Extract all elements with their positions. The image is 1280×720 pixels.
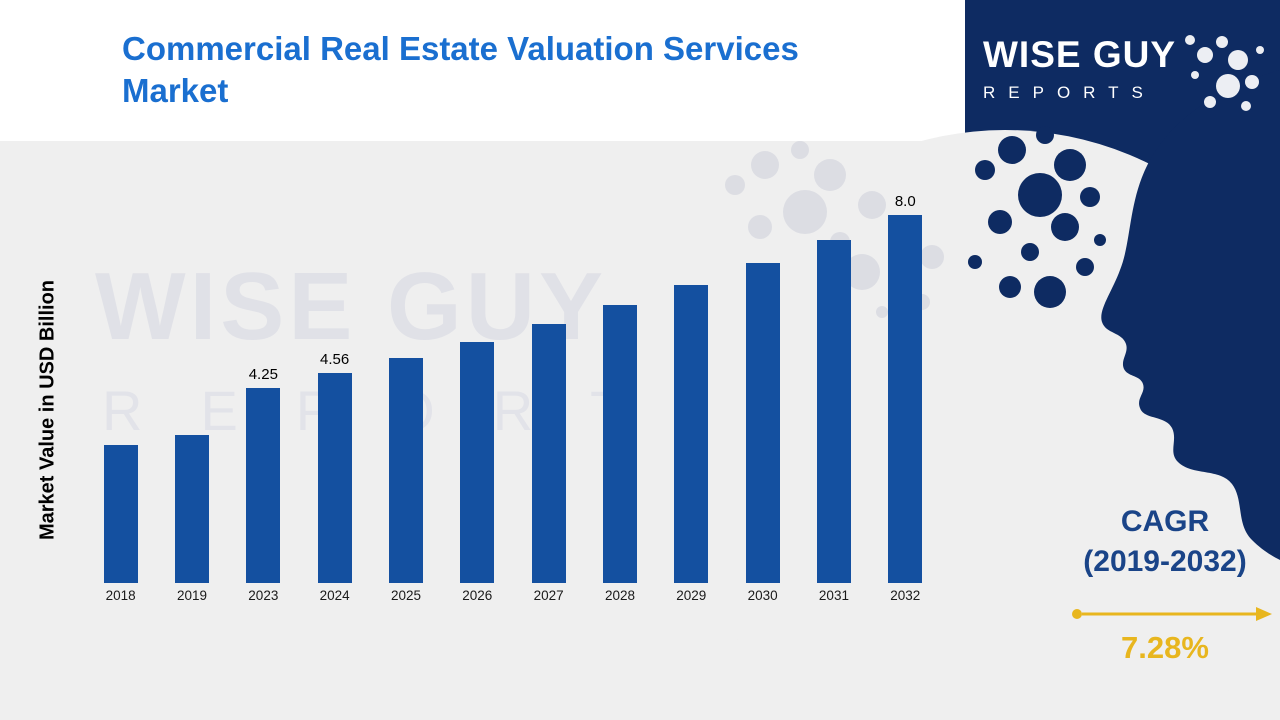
bar-value-label	[404, 336, 408, 354]
bar-column: 2029	[656, 263, 727, 605]
bar-value-label	[119, 423, 123, 441]
bar-column: 4.56 2024	[299, 351, 370, 605]
x-axis-tick-label: 2031	[818, 588, 849, 603]
x-axis-tick-label: 2024	[319, 588, 350, 603]
cagr-value: 7.28%	[1121, 630, 1209, 665]
bar-column: 2027	[513, 302, 584, 605]
bar-value-label	[761, 241, 765, 259]
face-silhouette-icon	[1101, 70, 1280, 560]
bar	[888, 215, 923, 583]
bar-value-label	[618, 283, 622, 301]
x-axis-tick-label: 2028	[604, 588, 635, 603]
bar-column: 2030	[727, 241, 798, 605]
bar	[103, 445, 138, 583]
bar	[317, 373, 352, 583]
bar	[388, 358, 423, 583]
bar	[745, 263, 780, 583]
bar-value-label	[190, 413, 194, 431]
bar-column: 2028	[584, 283, 655, 605]
bar	[460, 341, 495, 583]
bar-value-label	[689, 263, 693, 281]
x-axis-tick-label: 2025	[390, 588, 421, 603]
cagr-arrow-icon	[1072, 607, 1272, 621]
bar-chart: 2018 2019 4.25 2023 4.56 2024 2025 2026 2027…	[85, 193, 941, 605]
bar	[674, 284, 709, 583]
bar-column: 8.0 2032	[870, 193, 941, 605]
navy-dots-icon	[968, 126, 1106, 308]
x-axis-tick-label: 2029	[676, 588, 707, 603]
brand-logo-line1: WISE GUY	[983, 34, 1177, 75]
bar-value-label	[475, 320, 479, 338]
bar	[602, 305, 637, 583]
page-title: Commercial Real Estate Valuation Service…	[122, 30, 799, 109]
x-axis-tick-label: 2018	[105, 588, 136, 603]
bar-column: 2031	[798, 218, 869, 605]
bar-value-label	[547, 302, 551, 320]
bar-value-label: 4.25	[248, 365, 278, 383]
bar-value-label	[832, 218, 836, 236]
bar	[531, 324, 566, 583]
y-axis-label: Market Value in USD Billion	[36, 279, 59, 541]
brand-logo: WISE GUY REPORTS	[983, 34, 1176, 103]
watermark-dots-icon	[725, 141, 944, 318]
x-axis-tick-label: 2032	[890, 588, 921, 603]
x-axis-tick-label: 2023	[248, 588, 279, 603]
watermark-wiseguy: WISE GUY	[95, 253, 608, 360]
x-axis-tick-label: 2026	[462, 588, 493, 603]
cagr-label: CAGR	[1120, 505, 1210, 538]
bar-column: 2018	[85, 423, 156, 605]
cagr-range: (2019-2032)	[1083, 545, 1247, 578]
x-axis-tick-label: 2027	[533, 588, 564, 603]
bar-column: 2026	[442, 320, 513, 606]
logo-dots-icon	[1185, 35, 1264, 111]
bar-value-label: 4.56	[320, 351, 350, 369]
bar-column: 4.25 2023	[228, 366, 299, 606]
brand-logo-line2: REPORTS	[983, 83, 1156, 102]
bar	[174, 434, 209, 583]
x-axis-tick-label: 2019	[176, 588, 208, 603]
bar-column: 2019	[156, 413, 227, 605]
bar	[816, 239, 851, 583]
bar	[246, 387, 281, 583]
bar-value-label: 8.0	[894, 193, 916, 210]
bar-column: 2025	[370, 336, 441, 605]
x-axis-tick-label: 2030	[747, 588, 778, 603]
cagr-block: CAGR (2019-2032)	[1055, 505, 1275, 579]
